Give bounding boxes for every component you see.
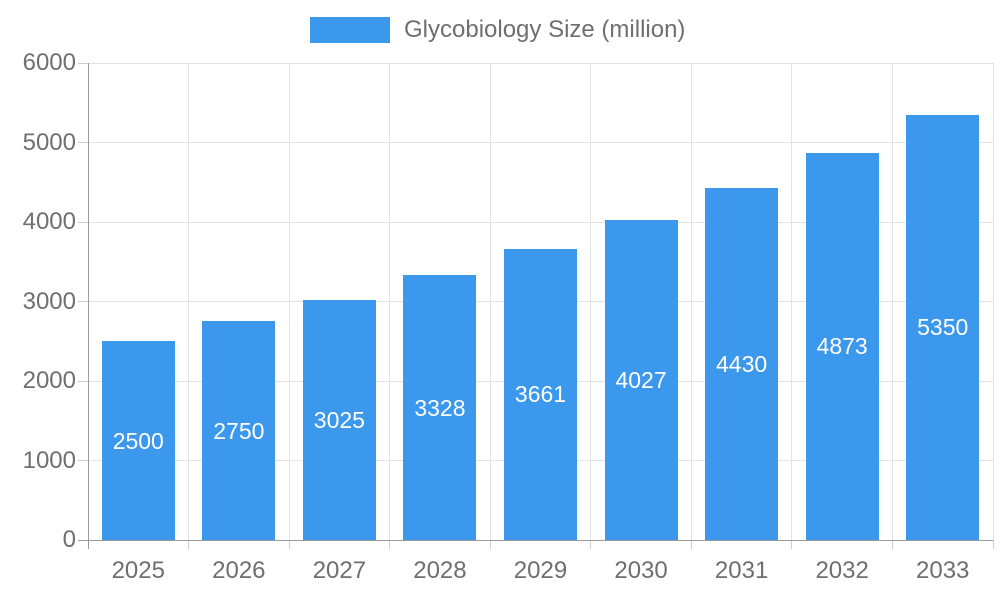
y-axis-label: 1000 [22,446,76,474]
gridline-vertical [590,63,592,540]
legend-label: Glycobiology Size (million) [404,16,686,43]
y-axis-tick [78,142,88,143]
gridline-vertical [188,63,190,540]
legend[interactable]: Glycobiology Size (million) [310,16,685,44]
x-axis-tick [590,540,592,549]
bar-2032[interactable] [805,152,879,540]
x-axis-label: 2030 [614,557,668,584]
bar-2025[interactable] [101,341,175,540]
bar-2028[interactable] [403,275,477,540]
bar-2033[interactable] [906,114,980,540]
legend-swatch [310,17,390,43]
y-axis-label: 2000 [22,367,76,394]
x-axis-label: 2028 [413,557,467,584]
gridline-vertical [288,63,290,540]
x-axis-label: 2033 [916,557,970,584]
gridline-vertical [389,63,391,540]
gridline-vertical [791,63,793,540]
gridline-horizontal [88,221,993,223]
x-axis-label: 2032 [815,557,869,584]
gridline-horizontal [88,142,993,143]
y-axis-tick [78,301,88,302]
y-axis-label: 3000 [22,287,76,315]
gridline-vertical [489,63,491,540]
x-axis-tick [891,540,893,549]
gridline-vertical [992,63,994,540]
y-axis-tick [78,221,88,223]
x-axis-tick [188,540,190,549]
y-axis-label: 0 [62,526,76,553]
y-axis-line [87,63,89,549]
gridline-vertical [690,63,692,540]
x-axis-label: 2027 [312,557,367,584]
gridline-vertical [891,63,893,540]
bar-2031[interactable] [705,187,779,540]
x-axis-label: 2031 [714,557,769,584]
y-axis-label: 5000 [22,128,76,156]
y-axis-tick [78,380,88,382]
x-axis-tick [791,540,793,549]
gridline-horizontal [88,62,993,64]
x-axis-tick [690,540,692,549]
bar-2026[interactable] [202,321,276,540]
bar-2030[interactable] [604,219,678,540]
x-axis-tick [489,540,491,549]
x-axis-tick [992,540,994,549]
bar-2027[interactable] [302,299,376,540]
x-axis-label: 2026 [212,557,266,584]
x-axis-label: 2025 [111,557,165,584]
x-axis-tick [389,540,391,549]
x-axis-tick [288,540,290,549]
y-axis-label: 6000 [22,49,76,76]
y-axis-label: 4000 [22,208,76,235]
y-axis-tick [78,62,88,64]
x-axis-label: 2029 [513,557,568,584]
bar-2029[interactable] [504,248,577,540]
y-axis-tick [78,460,88,461]
x-axis-line [78,539,993,541]
